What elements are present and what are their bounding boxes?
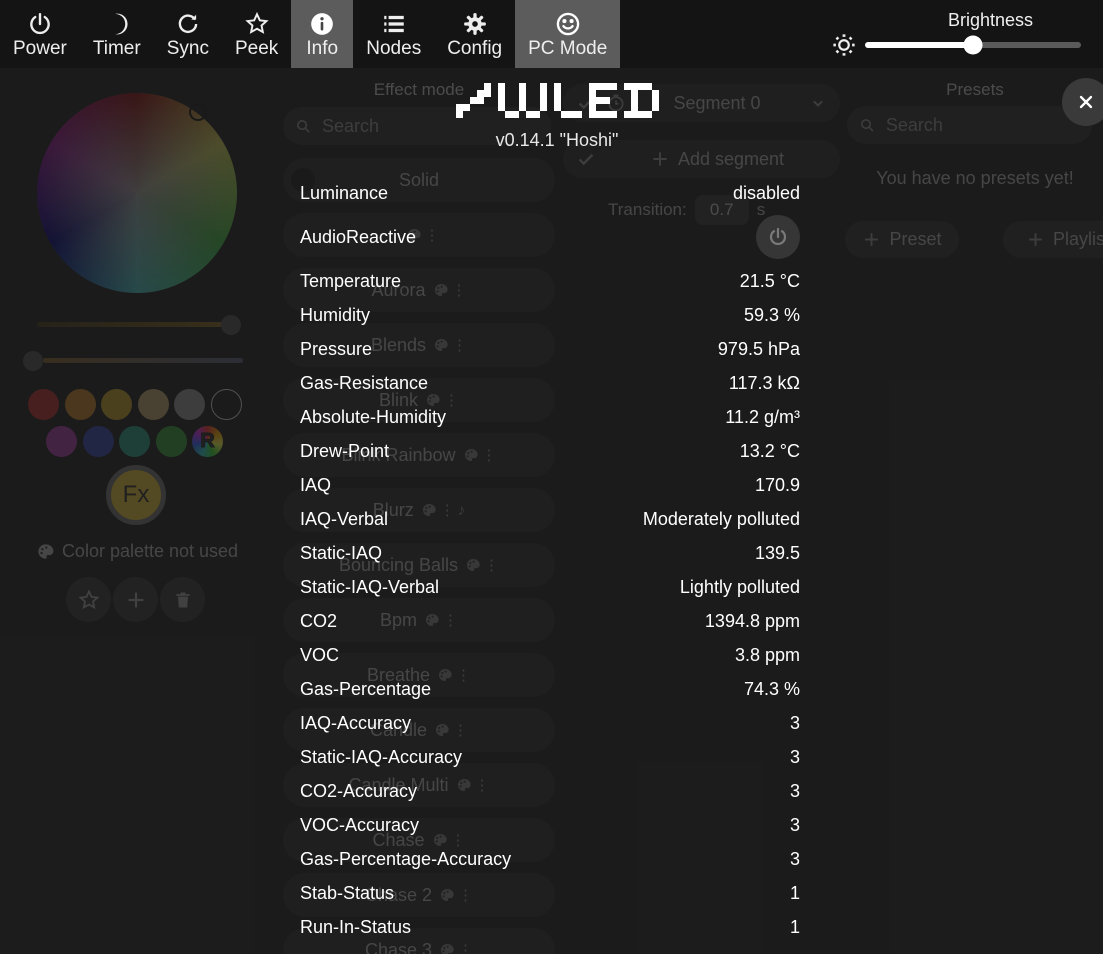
info-row-name: Absolute-Humidity — [300, 406, 447, 427]
info-row: CO2-Accuracy 3 — [300, 774, 800, 808]
wled-logo — [456, 83, 659, 123]
info-row-name: IAQ — [300, 474, 332, 495]
info-row-value: 74.3 % — [743, 678, 800, 699]
info-row-name: Gas-Percentage — [300, 678, 432, 699]
info-row-value: 3 — [789, 848, 800, 869]
info-icon — [311, 12, 334, 35]
brightness-slider-thumb[interactable] — [963, 35, 983, 55]
info-row-name: VOC-Accuracy — [300, 814, 420, 835]
info-row: Pressure 979.5 hPa — [300, 332, 800, 366]
moon-icon — [114, 13, 128, 34]
info-row: Temperature 21.5 °C — [300, 264, 800, 298]
brightness-slider[interactable] — [865, 35, 1081, 55]
info-row: Gas-Percentage-Accuracy 3 — [300, 842, 800, 876]
audioreactive-power-toggle[interactable] — [756, 215, 800, 259]
config-button[interactable]: Config — [434, 0, 515, 68]
brightness-label: Brightness — [948, 10, 1034, 30]
info-table: Luminance disabled AudioReactive Temperatur… — [300, 176, 800, 944]
info-row-name: IAQ-Accuracy — [300, 712, 412, 733]
close-icon — [1079, 95, 1093, 109]
sync-icon — [178, 13, 198, 33]
version-text: v0.14.1 "Hoshi" — [495, 130, 619, 150]
info-row-name: Temperature — [300, 270, 402, 291]
info-row-value: 1394.8 ppm — [704, 610, 800, 631]
info-row: VOC-Accuracy 3 — [300, 808, 800, 842]
info-row-value: 117.3 kΩ — [728, 372, 800, 393]
gear-icon — [463, 12, 486, 35]
info-row-name: Run-In-Status — [300, 916, 412, 937]
info-row: VOC 3.8 ppm — [300, 638, 800, 672]
info-row-value: 3 — [789, 814, 800, 835]
main-content: R Fx Color palette not used — [0, 68, 1103, 954]
info-row: Static-IAQ-Verbal Lightly polluted — [300, 570, 800, 604]
info-row-name: AudioReactive — [300, 226, 417, 247]
info-button[interactable]: Info — [291, 0, 354, 68]
info-row-value: 1 — [789, 916, 800, 937]
nodes-button[interactable]: Nodes — [353, 0, 434, 68]
power-button[interactable]: Power — [0, 0, 80, 68]
info-row-value: Lightly polluted — [679, 576, 800, 597]
info-row-name: Static-IAQ-Accuracy — [300, 746, 463, 767]
info-row-name: Static-IAQ-Verbal — [300, 576, 440, 597]
info-row-value: 1 — [789, 882, 800, 903]
top-toolbar: Power Timer Sync Peek — [0, 0, 1103, 68]
info-row-name: Luminance — [300, 182, 389, 203]
info-row-value: 11.2 g/m³ — [725, 406, 800, 427]
info-row-value: 3 — [789, 746, 800, 767]
nodes-icon — [383, 15, 404, 32]
brightness-sun-icon — [831, 32, 857, 63]
dim-overlay — [0, 68, 1103, 954]
info-row: IAQ-Verbal Moderately polluted — [300, 502, 800, 536]
info-row-name: Humidity — [300, 304, 371, 325]
info-row-value: 979.5 hPa — [717, 338, 800, 359]
info-row-value: 3.8 ppm — [734, 644, 800, 665]
info-row: Gas-Percentage 74.3 % — [300, 672, 800, 706]
info-row: IAQ-Accuracy 3 — [300, 706, 800, 740]
info-row-name: Drew-Point — [300, 440, 390, 461]
info-row-name: CO2 — [300, 610, 338, 631]
info-row-value: 59.3 % — [743, 304, 800, 325]
info-row-value: disabled — [732, 182, 800, 203]
info-row: IAQ 170.9 — [300, 468, 800, 502]
info-row: Drew-Point 13.2 °C — [300, 434, 800, 468]
info-row-value: 139.5 — [754, 542, 800, 563]
close-info-button[interactable] — [1062, 78, 1103, 126]
power-icon — [769, 227, 787, 245]
star-icon — [244, 11, 269, 34]
pc-mode-button[interactable]: PC Mode — [515, 0, 621, 68]
smiley-icon — [556, 12, 579, 35]
info-row: Run-In-Status 1 — [300, 910, 800, 944]
info-row: Absolute-Humidity 11.2 g/m³ — [300, 400, 800, 434]
info-row-value: 3 — [789, 780, 800, 801]
info-row-value: 170.9 — [754, 474, 800, 495]
info-row-value: Moderately polluted — [642, 508, 800, 529]
info-row: Static-IAQ-Accuracy 3 — [300, 740, 800, 774]
info-row: Gas-Resistance 117.3 kΩ — [300, 366, 800, 400]
info-overlay: v0.14.1 "Hoshi" Luminance disabled AudioRe… — [0, 68, 1103, 954]
info-row-name: Static-IAQ — [300, 542, 383, 563]
info-row-name: CO2-Accuracy — [300, 780, 418, 801]
info-row-name: Gas-Percentage-Accuracy — [300, 848, 512, 869]
info-row: Static-IAQ 139.5 — [300, 536, 800, 570]
power-icon — [30, 12, 50, 34]
info-row-value: 3 — [789, 712, 800, 733]
info-row: Luminance disabled — [300, 176, 800, 210]
info-row-name: VOC — [300, 644, 340, 665]
info-row-name: Pressure — [300, 338, 373, 359]
info-row: Stab-Status 1 — [300, 876, 800, 910]
brightness-control: Brightness — [803, 0, 1103, 68]
info-row-name: Gas-Resistance — [300, 372, 429, 393]
info-row-name: Stab-Status — [300, 882, 395, 903]
sync-button[interactable]: Sync — [154, 0, 222, 68]
info-row: AudioReactive — [300, 210, 800, 264]
info-row-name: IAQ-Verbal — [300, 508, 389, 529]
timer-button[interactable]: Timer — [80, 0, 154, 68]
info-row-value: 13.2 °C — [739, 440, 800, 461]
peek-button[interactable]: Peek — [222, 0, 291, 68]
info-row: Humidity 59.3 % — [300, 298, 800, 332]
info-row-value: 21.5 °C — [739, 270, 800, 291]
info-row: CO2 1394.8 ppm — [300, 604, 800, 638]
